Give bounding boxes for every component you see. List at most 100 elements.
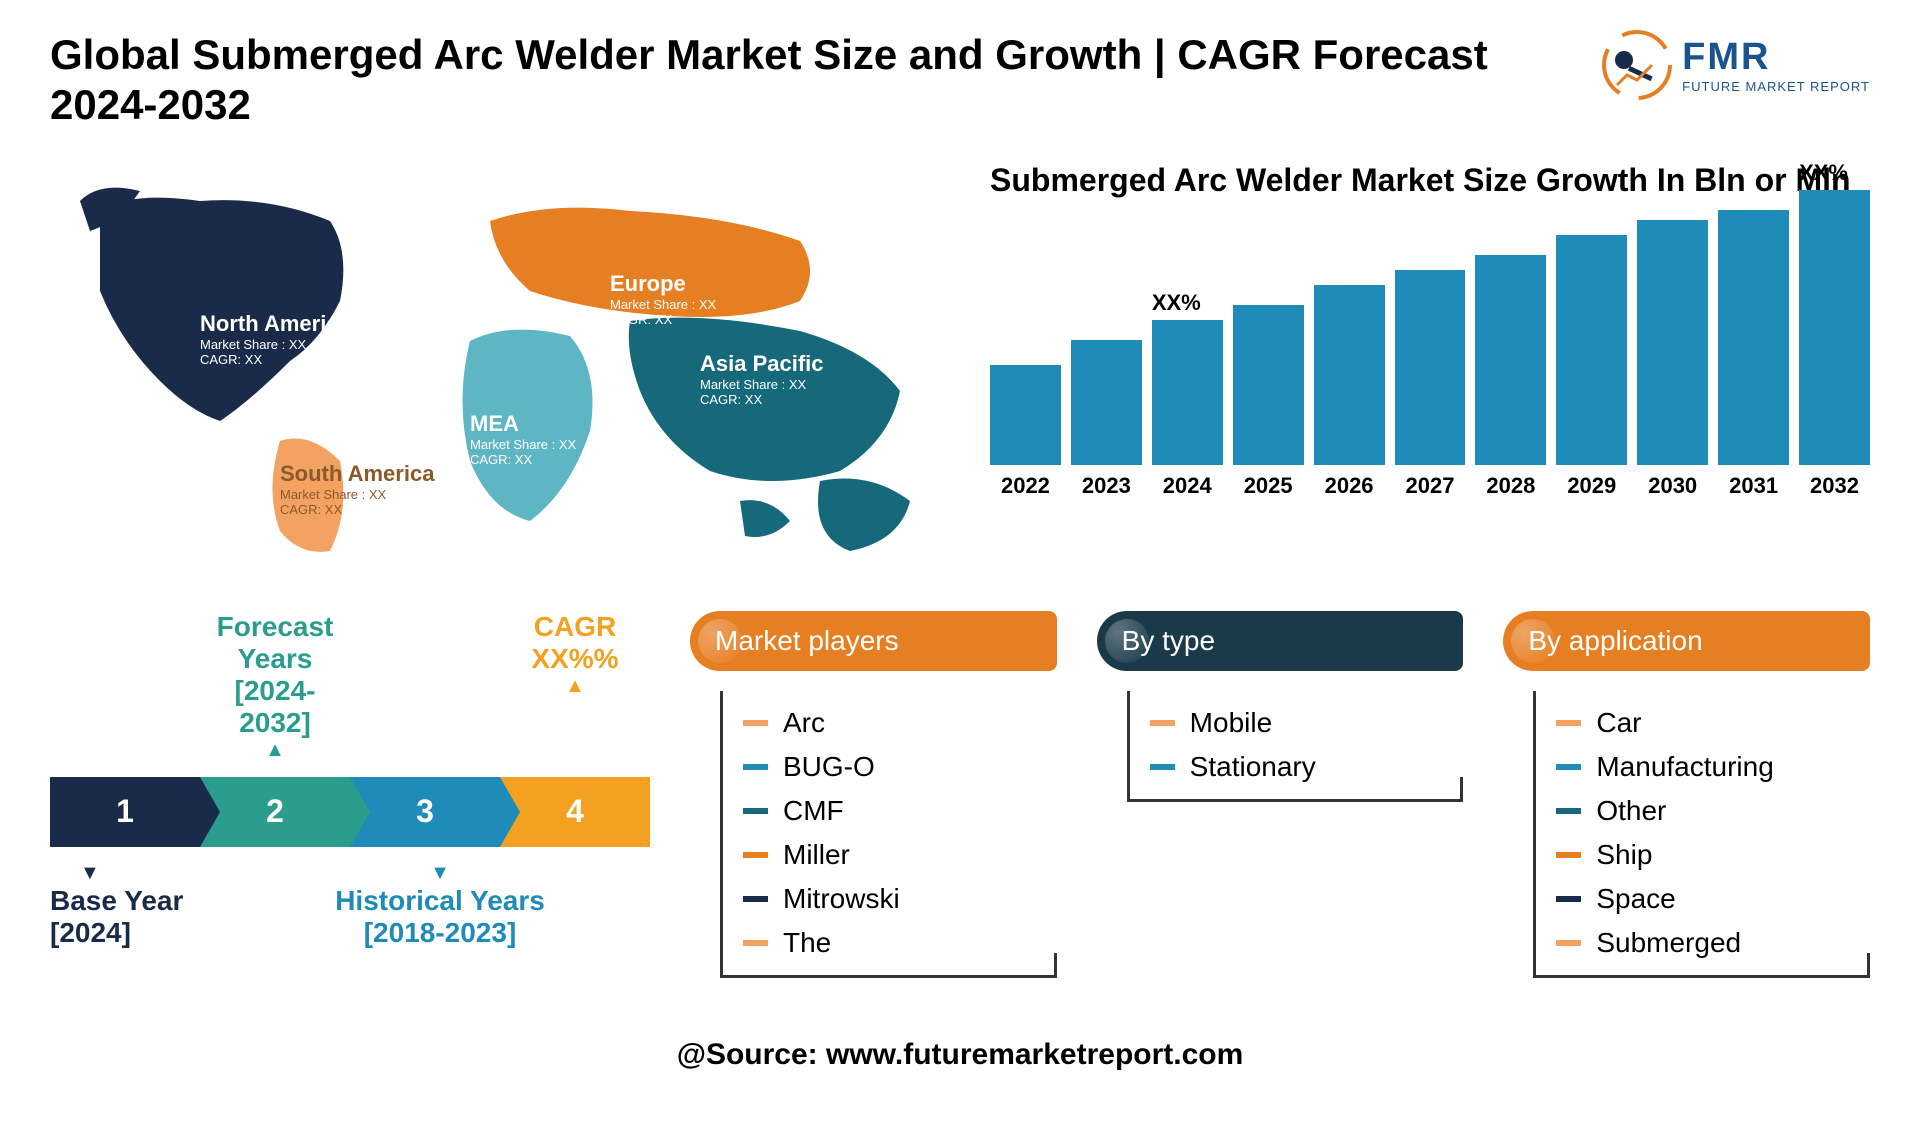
- base-year-label: ▼ Base Year [2024]: [50, 862, 230, 949]
- category-item: Manufacturing: [1556, 745, 1870, 789]
- category-item-label: Submerged: [1596, 927, 1741, 959]
- bar-year-label: 2027: [1406, 473, 1455, 499]
- category-header: By type: [1097, 611, 1464, 671]
- bullet-icon: [743, 720, 768, 726]
- timeline-top-labels: Forecast Years [2024-2032] ▲ CAGR XX%% ▲: [50, 611, 650, 762]
- chart-bar: XX%: [1152, 320, 1223, 465]
- bar-year-label: 2024: [1163, 473, 1212, 499]
- logo-text: FMR FUTURE MARKET REPORT: [1682, 36, 1870, 94]
- bullet-icon: [743, 764, 768, 770]
- chart-bar: [1395, 270, 1466, 465]
- forecast-label: Forecast Years [2024-2032] ▲: [200, 611, 350, 762]
- historical-label: ▼ Historical Years [2018-2023]: [320, 862, 560, 949]
- category-list: Car Manufacturing Other Ship Space Submerged: [1533, 691, 1870, 978]
- category-section: Market players Arc BUG-O CMF Miller Mitrowski…: [690, 611, 1870, 978]
- region-label: MEA Market Share : XX CAGR: XX: [470, 411, 576, 467]
- timeline-bar: 1 2 3 4: [50, 777, 650, 847]
- bar-group: XX% 2024: [1152, 320, 1223, 499]
- logo-fmr: FMR: [1682, 36, 1870, 79]
- category-item: Ship: [1556, 833, 1870, 877]
- category-item-label: CMF: [783, 795, 844, 827]
- region-label: Asia Pacific Market Share : XX CAGR: XX: [700, 351, 824, 407]
- main-row: North America Market Share : XX CAGR: XX…: [50, 161, 1870, 561]
- chart-bar: [1556, 235, 1627, 465]
- bullet-icon: [1556, 852, 1581, 858]
- category-item: Car: [1556, 701, 1870, 745]
- world-map: North America Market Share : XX CAGR: XX…: [50, 161, 950, 561]
- bar-year-label: 2029: [1567, 473, 1616, 499]
- category-header: By application: [1503, 611, 1870, 671]
- header: Global Submerged Arc Welder Market Size …: [50, 30, 1870, 131]
- bar-group: 2026: [1314, 285, 1385, 499]
- category-column: By type Mobile Stationary: [1097, 611, 1464, 978]
- category-item-label: BUG-O: [783, 751, 875, 783]
- bottom-row: Forecast Years [2024-2032] ▲ CAGR XX%% ▲…: [50, 611, 1870, 978]
- chart-bar: [1475, 255, 1546, 465]
- category-item: Space: [1556, 877, 1870, 921]
- bar-group: 2025: [1233, 305, 1304, 499]
- bar-year-label: 2028: [1486, 473, 1535, 499]
- timeline-seg-3: 3: [350, 777, 500, 847]
- category-column: By application Car Manufacturing Other Ship S…: [1503, 611, 1870, 978]
- category-item: The: [743, 921, 1057, 965]
- chart-bar: [1233, 305, 1304, 465]
- category-item-label: Manufacturing: [1596, 751, 1773, 783]
- category-item: Arc: [743, 701, 1057, 745]
- category-item: Mitrowski: [743, 877, 1057, 921]
- timeline-seg-4: 4: [500, 777, 650, 847]
- source-label: @Source: www.futuremarketreport.com: [50, 1038, 1870, 1072]
- category-item-label: Stationary: [1190, 751, 1316, 783]
- category-item: BUG-O: [743, 745, 1057, 789]
- bar-group: 2031: [1718, 210, 1789, 499]
- category-item-label: Space: [1596, 883, 1675, 915]
- region-label: South America Market Share : XX CAGR: XX: [280, 461, 434, 517]
- bar-year-label: 2031: [1729, 473, 1778, 499]
- bar-year-label: 2032: [1810, 473, 1859, 499]
- category-header: Market players: [690, 611, 1057, 671]
- category-item: Other: [1556, 789, 1870, 833]
- timeline-section: Forecast Years [2024-2032] ▲ CAGR XX%% ▲…: [50, 611, 650, 978]
- bar-chart: 2022 2023 XX% 2024 2025 2026 2027 2028 2029 2030 2…: [990, 219, 1870, 499]
- category-item: Mobile: [1150, 701, 1464, 745]
- bar-group: XX%2032: [1799, 190, 1870, 499]
- bar-year-label: 2030: [1648, 473, 1697, 499]
- bar-group: 2029: [1556, 235, 1627, 499]
- bullet-icon: [1150, 720, 1175, 726]
- logo: FMR FUTURE MARKET REPORT: [1602, 30, 1870, 100]
- bullet-icon: [1556, 808, 1581, 814]
- bar-year-label: 2026: [1325, 473, 1374, 499]
- bullet-icon: [743, 808, 768, 814]
- logo-subtitle: FUTURE MARKET REPORT: [1682, 79, 1870, 94]
- chart-bar: [1637, 220, 1708, 465]
- bar-group: 2027: [1395, 270, 1466, 499]
- category-item-label: Mobile: [1190, 707, 1272, 739]
- category-list: Arc BUG-O CMF Miller Mitrowski The: [720, 691, 1057, 978]
- chart-bar: [1314, 285, 1385, 465]
- category-item: Submerged: [1556, 921, 1870, 965]
- bar-chart-section: Submerged Arc Welder Market Size Growth …: [990, 161, 1870, 561]
- logo-icon: [1602, 30, 1672, 100]
- category-item-label: The: [783, 927, 831, 959]
- bullet-icon: [743, 940, 768, 946]
- bar-group: 2030: [1637, 220, 1708, 499]
- bar-group: 2022: [990, 365, 1061, 499]
- category-column: Market players Arc BUG-O CMF Miller Mitrowski…: [690, 611, 1057, 978]
- chart-title: Submerged Arc Welder Market Size Growth …: [990, 161, 1870, 199]
- bar-top-label: XX%: [1799, 160, 1848, 186]
- bar-year-label: 2022: [1001, 473, 1050, 499]
- chart-bar: [1071, 340, 1142, 465]
- category-item-label: Miller: [783, 839, 850, 871]
- bullet-icon: [743, 852, 768, 858]
- category-item-label: Car: [1596, 707, 1641, 739]
- chart-bar: [1718, 210, 1789, 465]
- category-item-label: Ship: [1596, 839, 1652, 871]
- category-item-label: Mitrowski: [783, 883, 900, 915]
- page-title: Global Submerged Arc Welder Market Size …: [50, 30, 1550, 131]
- bar-group: 2023: [1071, 340, 1142, 499]
- bullet-icon: [1556, 764, 1581, 770]
- bar-year-label: 2023: [1082, 473, 1131, 499]
- region-label: North America Market Share : XX CAGR: XX: [200, 311, 351, 367]
- chart-bar: [990, 365, 1061, 465]
- category-list: Mobile Stationary: [1127, 691, 1464, 802]
- bullet-icon: [1556, 940, 1581, 946]
